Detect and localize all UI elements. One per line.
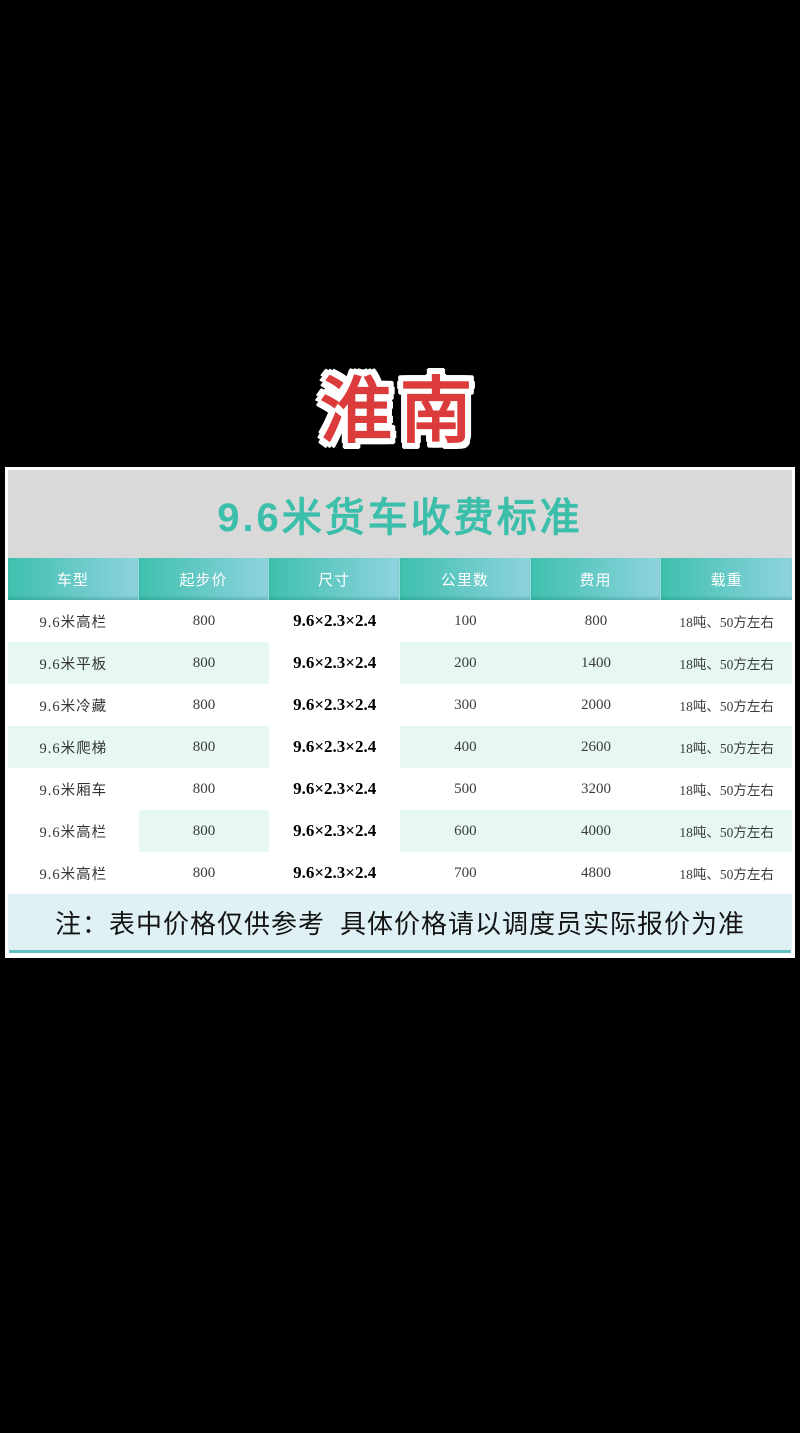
cell-load: 18吨、50方左右 bbox=[661, 642, 792, 684]
cell-fee: 1400 bbox=[530, 642, 662, 684]
column-header-load: 载重 bbox=[661, 558, 792, 600]
cell-distance: 400 bbox=[400, 726, 531, 768]
cell-load: 18吨、50方左右 bbox=[661, 600, 792, 642]
table-row: 9.6米厢车 800 9.6×2.3×2.4 500 3200 18吨、50方左右 bbox=[8, 768, 792, 810]
cell-base-price: 800 bbox=[138, 726, 270, 768]
cell-size: 9.6×2.3×2.4 bbox=[269, 852, 400, 894]
cell-size: 9.6×2.3×2.4 bbox=[269, 642, 400, 684]
cell-size: 9.6×2.3×2.4 bbox=[269, 726, 400, 768]
cell-load: 18吨、50方左右 bbox=[661, 768, 792, 810]
bottom-accent-line bbox=[9, 950, 791, 953]
cell-fee: 4800 bbox=[530, 852, 662, 894]
cell-size: 9.6×2.3×2.4 bbox=[269, 810, 400, 852]
table-title: 9.6米货车收费标准 bbox=[217, 496, 583, 540]
cell-base-price: 800 bbox=[138, 684, 270, 726]
cell-distance: 500 bbox=[400, 768, 531, 810]
table-row: 9.6米高栏 800 9.6×2.3×2.4 600 4000 18吨、50方左右 bbox=[8, 810, 792, 852]
cell-distance: 600 bbox=[400, 810, 531, 852]
cell-vehicle-type: 9.6米平板 bbox=[8, 642, 139, 684]
table-row: 9.6米平板 800 9.6×2.3×2.4 200 1400 18吨、50方左右 bbox=[8, 642, 792, 684]
table-row: 9.6米爬梯 800 9.6×2.3×2.4 400 2600 18吨、50方左右 bbox=[8, 726, 792, 768]
cell-base-price: 800 bbox=[138, 600, 270, 642]
cell-load: 18吨、50方左右 bbox=[661, 684, 792, 726]
table-header-row: 车型 起步价 尺寸 公里数 费用 载重 bbox=[8, 558, 792, 600]
fee-table-panel: 9.6米货车收费标准 车型 起步价 尺寸 公里数 费用 载重 9.6米高栏 800 9.6×2… bbox=[5, 467, 795, 958]
cell-distance: 100 bbox=[400, 600, 531, 642]
cell-fee: 2600 bbox=[530, 726, 662, 768]
cell-distance: 700 bbox=[400, 852, 531, 894]
table-note: 注：表中价格仅供参考 具体价格请以调度员实际报价为准 bbox=[54, 909, 745, 939]
cell-base-price: 800 bbox=[138, 642, 270, 684]
cell-vehicle-type: 9.6米高栏 bbox=[8, 600, 139, 642]
cell-size: 9.6×2.3×2.4 bbox=[269, 768, 400, 810]
table-title-band: 9.6米货车收费标准 bbox=[8, 470, 792, 558]
table-note-band: 注：表中价格仅供参考 具体价格请以调度员实际报价为准 bbox=[8, 894, 792, 950]
cell-base-price: 800 bbox=[138, 810, 270, 852]
column-header-fee: 费用 bbox=[530, 558, 662, 600]
cell-vehicle-type: 9.6米厢车 bbox=[8, 768, 139, 810]
column-header-base-price: 起步价 bbox=[138, 558, 270, 600]
cell-base-price: 800 bbox=[138, 768, 270, 810]
cell-load: 18吨、50方左右 bbox=[661, 726, 792, 768]
column-header-size: 尺寸 bbox=[269, 558, 400, 600]
cell-fee: 800 bbox=[530, 600, 662, 642]
cell-fee: 4000 bbox=[530, 810, 662, 852]
cell-vehicle-type: 9.6米爬梯 bbox=[8, 726, 139, 768]
cell-distance: 200 bbox=[400, 642, 531, 684]
cell-base-price: 800 bbox=[138, 852, 270, 894]
cell-vehicle-type: 9.6米高栏 bbox=[8, 852, 139, 894]
cell-fee: 2000 bbox=[530, 684, 662, 726]
cell-distance: 300 bbox=[400, 684, 531, 726]
table-row: 9.6米高栏 800 9.6×2.3×2.4 100 800 18吨、50方左右 bbox=[8, 600, 792, 642]
cell-vehicle-type: 9.6米高栏 bbox=[8, 810, 139, 852]
table-body: 9.6米高栏 800 9.6×2.3×2.4 100 800 18吨、50方左右 9.6米平… bbox=[8, 600, 792, 894]
cell-load: 18吨、50方左右 bbox=[661, 810, 792, 852]
cell-vehicle-type: 9.6米冷藏 bbox=[8, 684, 139, 726]
cell-size: 9.6×2.3×2.4 bbox=[269, 600, 400, 642]
page-title: 淮南 bbox=[319, 372, 480, 452]
column-header-vehicle-type: 车型 bbox=[8, 558, 139, 600]
cell-fee: 3200 bbox=[530, 768, 662, 810]
table-row: 9.6米高栏 800 9.6×2.3×2.4 700 4800 18吨、50方左右 bbox=[8, 852, 792, 894]
table-row: 9.6米冷藏 800 9.6×2.3×2.4 300 2000 18吨、50方左右 bbox=[8, 684, 792, 726]
cell-load: 18吨、50方左右 bbox=[661, 852, 792, 894]
column-header-distance: 公里数 bbox=[400, 558, 531, 600]
cell-size: 9.6×2.3×2.4 bbox=[269, 684, 400, 726]
